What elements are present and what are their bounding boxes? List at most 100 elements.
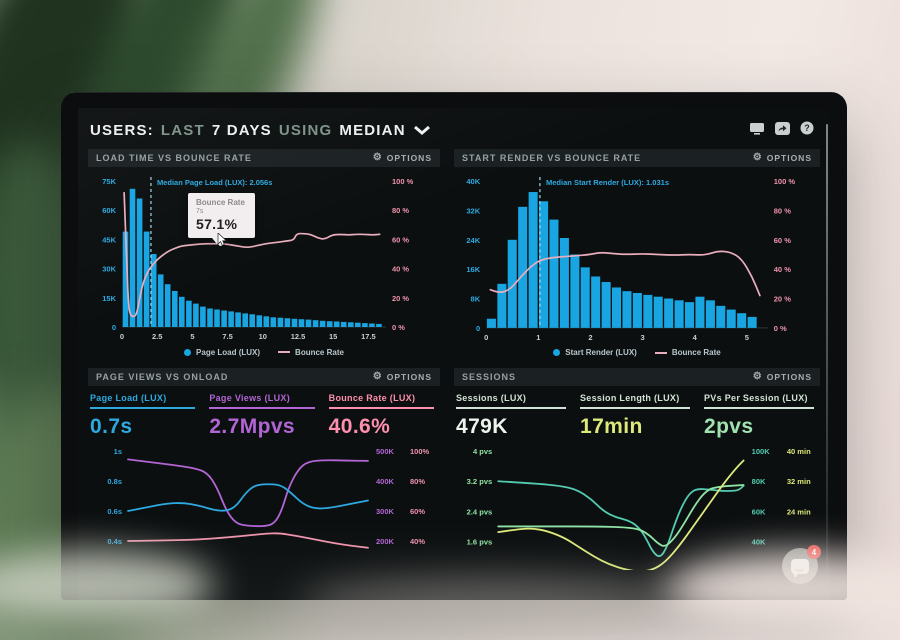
svg-text:0.6s: 0.6s bbox=[107, 507, 122, 516]
desk-light-blur bbox=[300, 578, 700, 630]
screen-edge-reflection bbox=[826, 124, 828, 572]
svg-text:17.5: 17.5 bbox=[361, 332, 376, 341]
share-icon[interactable] bbox=[775, 121, 790, 140]
gear-icon: ⚙ bbox=[372, 152, 383, 163]
svg-text:100 %: 100 % bbox=[774, 177, 796, 186]
svg-text:20 %: 20 % bbox=[774, 295, 791, 304]
display-icon[interactable] bbox=[749, 122, 765, 140]
svg-text:30K: 30K bbox=[102, 265, 116, 274]
svg-text:0.4s: 0.4s bbox=[107, 537, 122, 546]
panel-title: PAGE VIEWS VS ONLOAD bbox=[96, 371, 229, 382]
svg-text:2.5: 2.5 bbox=[152, 332, 162, 341]
svg-text:100K: 100K bbox=[752, 447, 771, 456]
svg-text:16K: 16K bbox=[466, 265, 480, 274]
sessions-chart[interactable]: 4 pvs 3.2 pvs 2.4 pvs 1.6 pvs 100K 80K 60K 40K 4… bbox=[454, 441, 820, 570]
mouse-cursor bbox=[217, 232, 229, 251]
legend-bounce-rate[interactable]: Bounce Rate bbox=[654, 348, 721, 357]
svg-text:10: 10 bbox=[259, 332, 267, 341]
svg-text:45K: 45K bbox=[102, 235, 116, 244]
svg-text:40K: 40K bbox=[466, 177, 480, 186]
users-filter-dropdown[interactable]: USERS: LAST 7 DAYS USING MEDIAN bbox=[90, 122, 431, 139]
dashboard-header: USERS: LAST 7 DAYS USING MEDIAN ? bbox=[88, 108, 820, 149]
page-views-onload-chart[interactable]: 1s 0.8s 0.6s 0.4s 500K 400K 300K 200K 100% 80% 60%… bbox=[88, 441, 440, 569]
title-part: 7 DAYS bbox=[211, 122, 272, 139]
panel-title: LOAD TIME VS BOUNCE RATE bbox=[96, 153, 252, 163]
svg-text:300K: 300K bbox=[376, 507, 395, 516]
panel-load-time-vs-bounce-rate: LOAD TIME VS BOUNCE RATE ⚙ OPTIONS 75K 60K… bbox=[88, 149, 440, 360]
svg-text:3: 3 bbox=[640, 333, 644, 342]
svg-text:12.5: 12.5 bbox=[291, 332, 306, 341]
options-button[interactable]: ⚙ OPTIONS bbox=[752, 370, 812, 382]
svg-text:0: 0 bbox=[476, 324, 480, 333]
svg-text:1.6 pvs: 1.6 pvs bbox=[467, 538, 493, 547]
svg-text:80 %: 80 % bbox=[392, 206, 409, 215]
svg-text:100 %: 100 % bbox=[392, 177, 414, 186]
legend-start-render[interactable]: Start Render (LUX) bbox=[553, 348, 637, 357]
pink-line-marker bbox=[654, 351, 667, 354]
svg-text:0: 0 bbox=[484, 333, 488, 342]
svg-text:60K: 60K bbox=[752, 507, 766, 516]
gear-icon: ⚙ bbox=[752, 370, 763, 382]
svg-text:40 %: 40 % bbox=[392, 265, 409, 274]
svg-text:2: 2 bbox=[588, 333, 592, 342]
stat-sessions: Sessions (LUX) 479K bbox=[456, 393, 566, 439]
svg-text:400K: 400K bbox=[376, 477, 395, 486]
tooltip-x-value: 7s bbox=[196, 208, 204, 215]
tooltip-title: Bounce Rate bbox=[196, 198, 245, 207]
stat-bounce-rate: Bounce Rate (LUX) 40.6% bbox=[328, 393, 434, 439]
svg-text:?: ? bbox=[804, 123, 810, 133]
svg-text:60 %: 60 % bbox=[392, 235, 409, 244]
svg-text:32K: 32K bbox=[466, 206, 480, 215]
svg-text:100%: 100% bbox=[410, 447, 430, 456]
panel-sessions: SESSIONS ⚙ OPTIONS Sessions (LUX) 479K Se… bbox=[454, 367, 820, 570]
stat-page-load: Page Load (LUX) 0.7s bbox=[90, 393, 196, 439]
start-render-chart[interactable]: 40K 32K 24K 16K 8K 0 100 % 80 % 60 % 40 % 20 % 0 % M… bbox=[454, 167, 820, 346]
panel-start-render-vs-bounce-rate: START RENDER VS BOUNCE RATE ⚙ OPTIONS 40K… bbox=[454, 149, 820, 360]
svg-text:75K: 75K bbox=[102, 177, 116, 186]
svg-text:7.5: 7.5 bbox=[222, 332, 232, 341]
svg-text:0 %: 0 % bbox=[392, 323, 405, 332]
gear-icon: ⚙ bbox=[752, 152, 763, 163]
svg-text:32 min: 32 min bbox=[787, 477, 811, 486]
svg-text:4: 4 bbox=[693, 333, 698, 342]
stat-pvs-per-session: PVs Per Session (LUX) 2pvs bbox=[704, 393, 814, 439]
svg-text:3.2 pvs: 3.2 pvs bbox=[467, 477, 493, 486]
help-icon[interactable]: ? bbox=[800, 121, 814, 140]
title-part: USERS: bbox=[90, 122, 154, 139]
svg-text:40 %: 40 % bbox=[774, 265, 791, 274]
svg-text:40K: 40K bbox=[752, 538, 766, 547]
options-button[interactable]: ⚙ OPTIONS bbox=[372, 370, 432, 382]
svg-text:80K: 80K bbox=[752, 477, 766, 486]
svg-text:8K: 8K bbox=[471, 295, 481, 304]
svg-text:1s: 1s bbox=[114, 447, 122, 456]
options-button[interactable]: ⚙ OPTIONS bbox=[372, 152, 432, 164]
svg-text:80%: 80% bbox=[410, 477, 425, 486]
svg-text:0.8s: 0.8s bbox=[107, 477, 122, 486]
svg-text:15K: 15K bbox=[102, 294, 116, 303]
svg-text:5: 5 bbox=[190, 332, 194, 341]
stat-page-views: Page Views (LUX) 2.7Mpvs bbox=[209, 393, 315, 439]
blue-dot-marker bbox=[184, 348, 192, 356]
title-part: USING bbox=[278, 122, 333, 139]
chevron-down-icon bbox=[413, 122, 431, 139]
svg-text:60%: 60% bbox=[410, 507, 425, 516]
svg-text:40 min: 40 min bbox=[787, 447, 811, 456]
laptop: USERS: LAST 7 DAYS USING MEDIAN ? bbox=[61, 92, 847, 600]
options-button[interactable]: ⚙ OPTIONS bbox=[752, 152, 812, 164]
stat-session-length: Session Length (LUX) 17min bbox=[580, 393, 690, 439]
svg-text:Median Start Render (LUX): 1.0: Median Start Render (LUX): 1.031s bbox=[546, 178, 669, 187]
title-part: LAST bbox=[160, 122, 205, 139]
legend-page-load[interactable]: Page Load (LUX) bbox=[184, 348, 260, 357]
svg-text:Median Page Load (LUX): 2.056s: Median Page Load (LUX): 2.056s bbox=[157, 178, 272, 187]
tooltip-value: 57.1% bbox=[196, 216, 238, 232]
legend-bounce-rate[interactable]: Bounce Rate bbox=[278, 348, 344, 357]
dashboard: USERS: LAST 7 DAYS USING MEDIAN ? bbox=[78, 108, 830, 570]
panel-title: SESSIONS bbox=[462, 371, 517, 382]
desk-light-blur bbox=[665, 552, 900, 626]
svg-text:1: 1 bbox=[536, 333, 540, 342]
load-time-chart[interactable]: 75K 60K 45K 30K 15K 0 100 % 80 % 60 % 40 % 20 % 0 %… bbox=[88, 167, 440, 345]
laptop-screen: USERS: LAST 7 DAYS USING MEDIAN ? bbox=[78, 108, 830, 600]
svg-text:200K: 200K bbox=[376, 537, 395, 546]
title-part: MEDIAN bbox=[339, 122, 406, 139]
svg-text:15: 15 bbox=[329, 332, 337, 341]
